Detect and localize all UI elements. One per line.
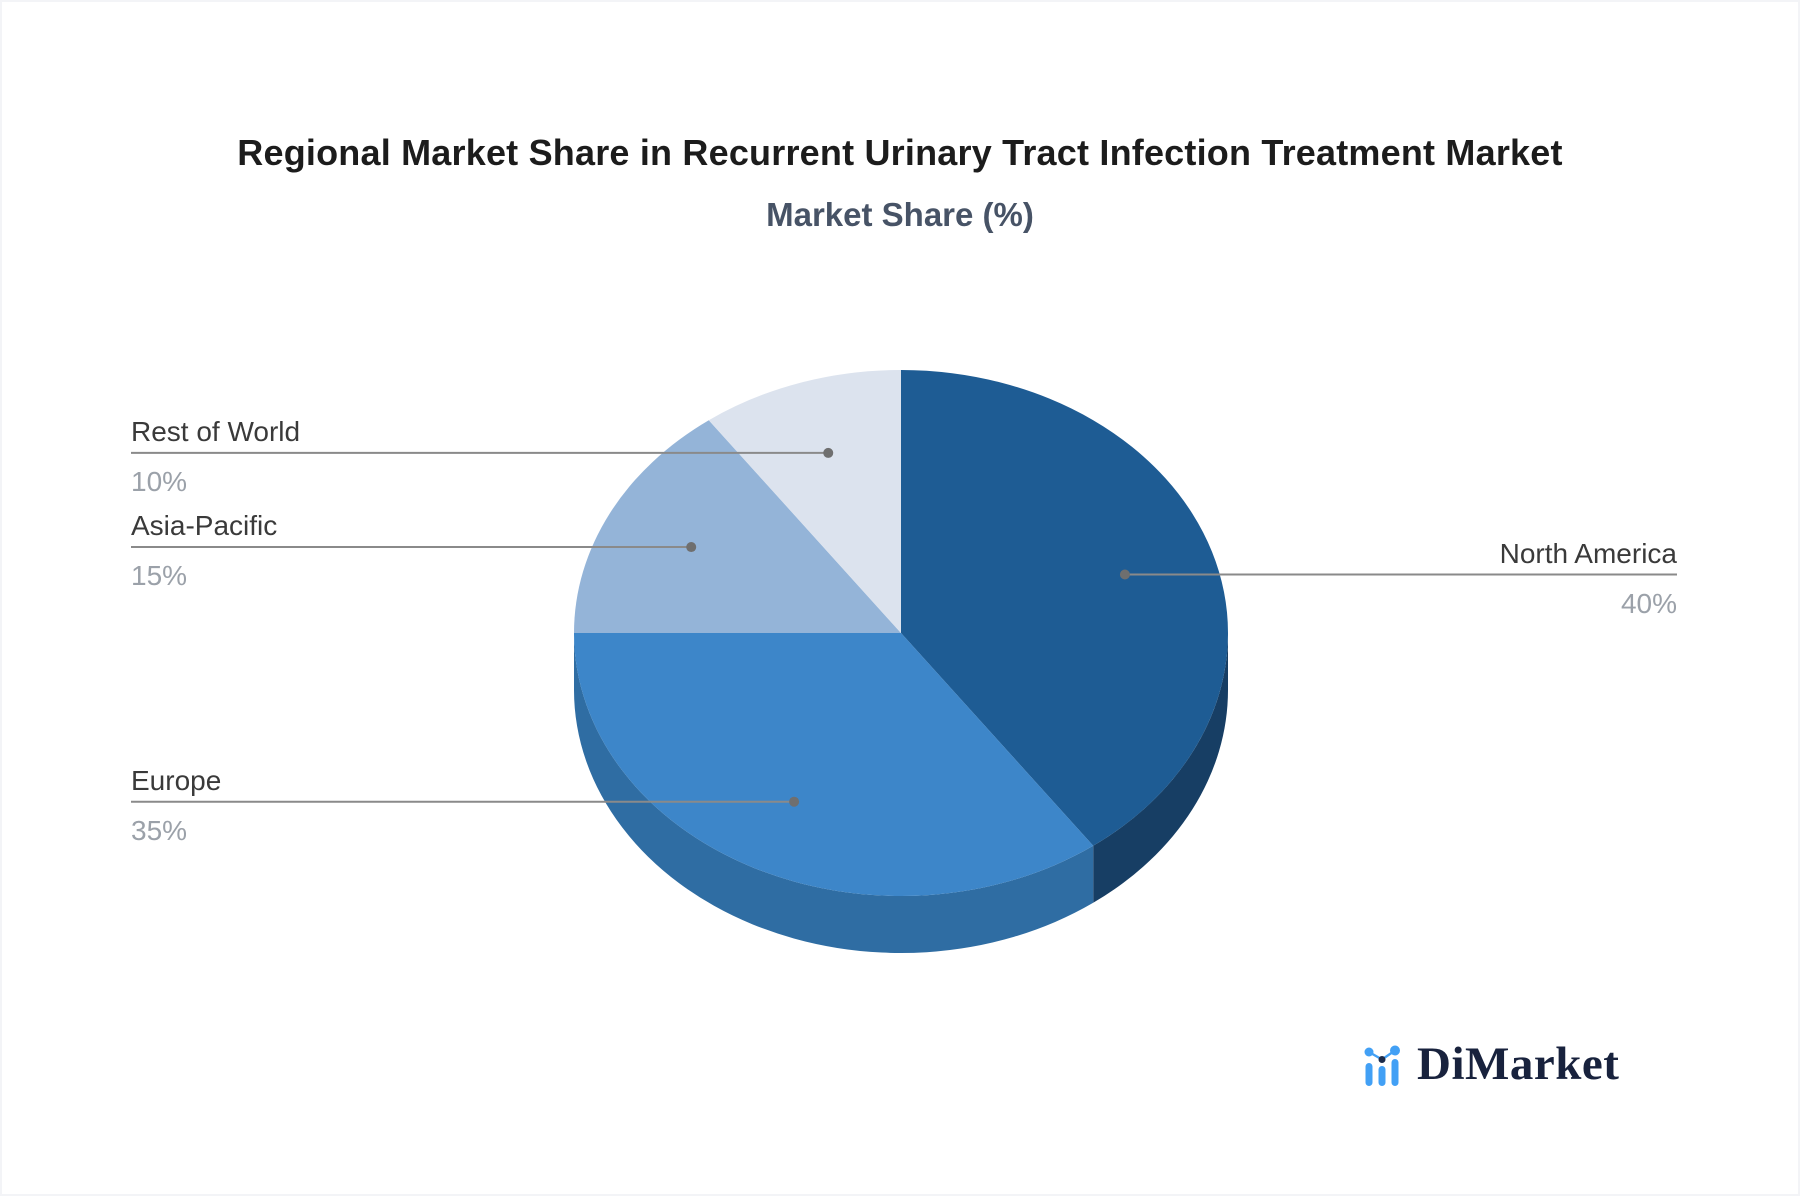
leader-dot-asia-pacific: [686, 542, 697, 553]
pie-slice-europe: [574, 633, 1094, 897]
dimarket-logo-text: DiMarket: [1417, 1038, 1620, 1090]
leader-dot-north-america: [1119, 569, 1130, 580]
pie-slice-asia-pacific: [574, 420, 901, 633]
pie-slice-rest-of-world: [708, 370, 901, 633]
chart-subtitle: Market Share (%): [766, 196, 1034, 233]
chart-title: Regional Market Share in Recurrent Urina…: [237, 132, 1563, 173]
leader-dot-europe: [789, 796, 800, 807]
callout-label-rest-of-world: Rest of World: [131, 416, 301, 447]
pie-rim-north-america: [1093, 633, 1228, 903]
pie-slice-north-america: [901, 370, 1228, 846]
dimarket-logo: DiMarket: [1362, 1038, 1619, 1090]
callout-value-rest-of-world: 10%: [131, 466, 188, 497]
callout-value-asia-pacific: 15%: [131, 560, 188, 591]
leader-dot-rest-of-world: [823, 447, 834, 458]
dimarket-logo-icon: [1364, 1045, 1400, 1086]
callout-label-asia-pacific: Asia-Pacific: [131, 510, 278, 541]
callout-label-north-america: North America: [1499, 538, 1677, 569]
callout-label-europe: Europe: [131, 765, 222, 796]
callout-value-europe: 35%: [131, 815, 188, 846]
pie-rim-europe: [574, 633, 1094, 954]
callout-value-north-america: 40%: [1620, 588, 1677, 619]
